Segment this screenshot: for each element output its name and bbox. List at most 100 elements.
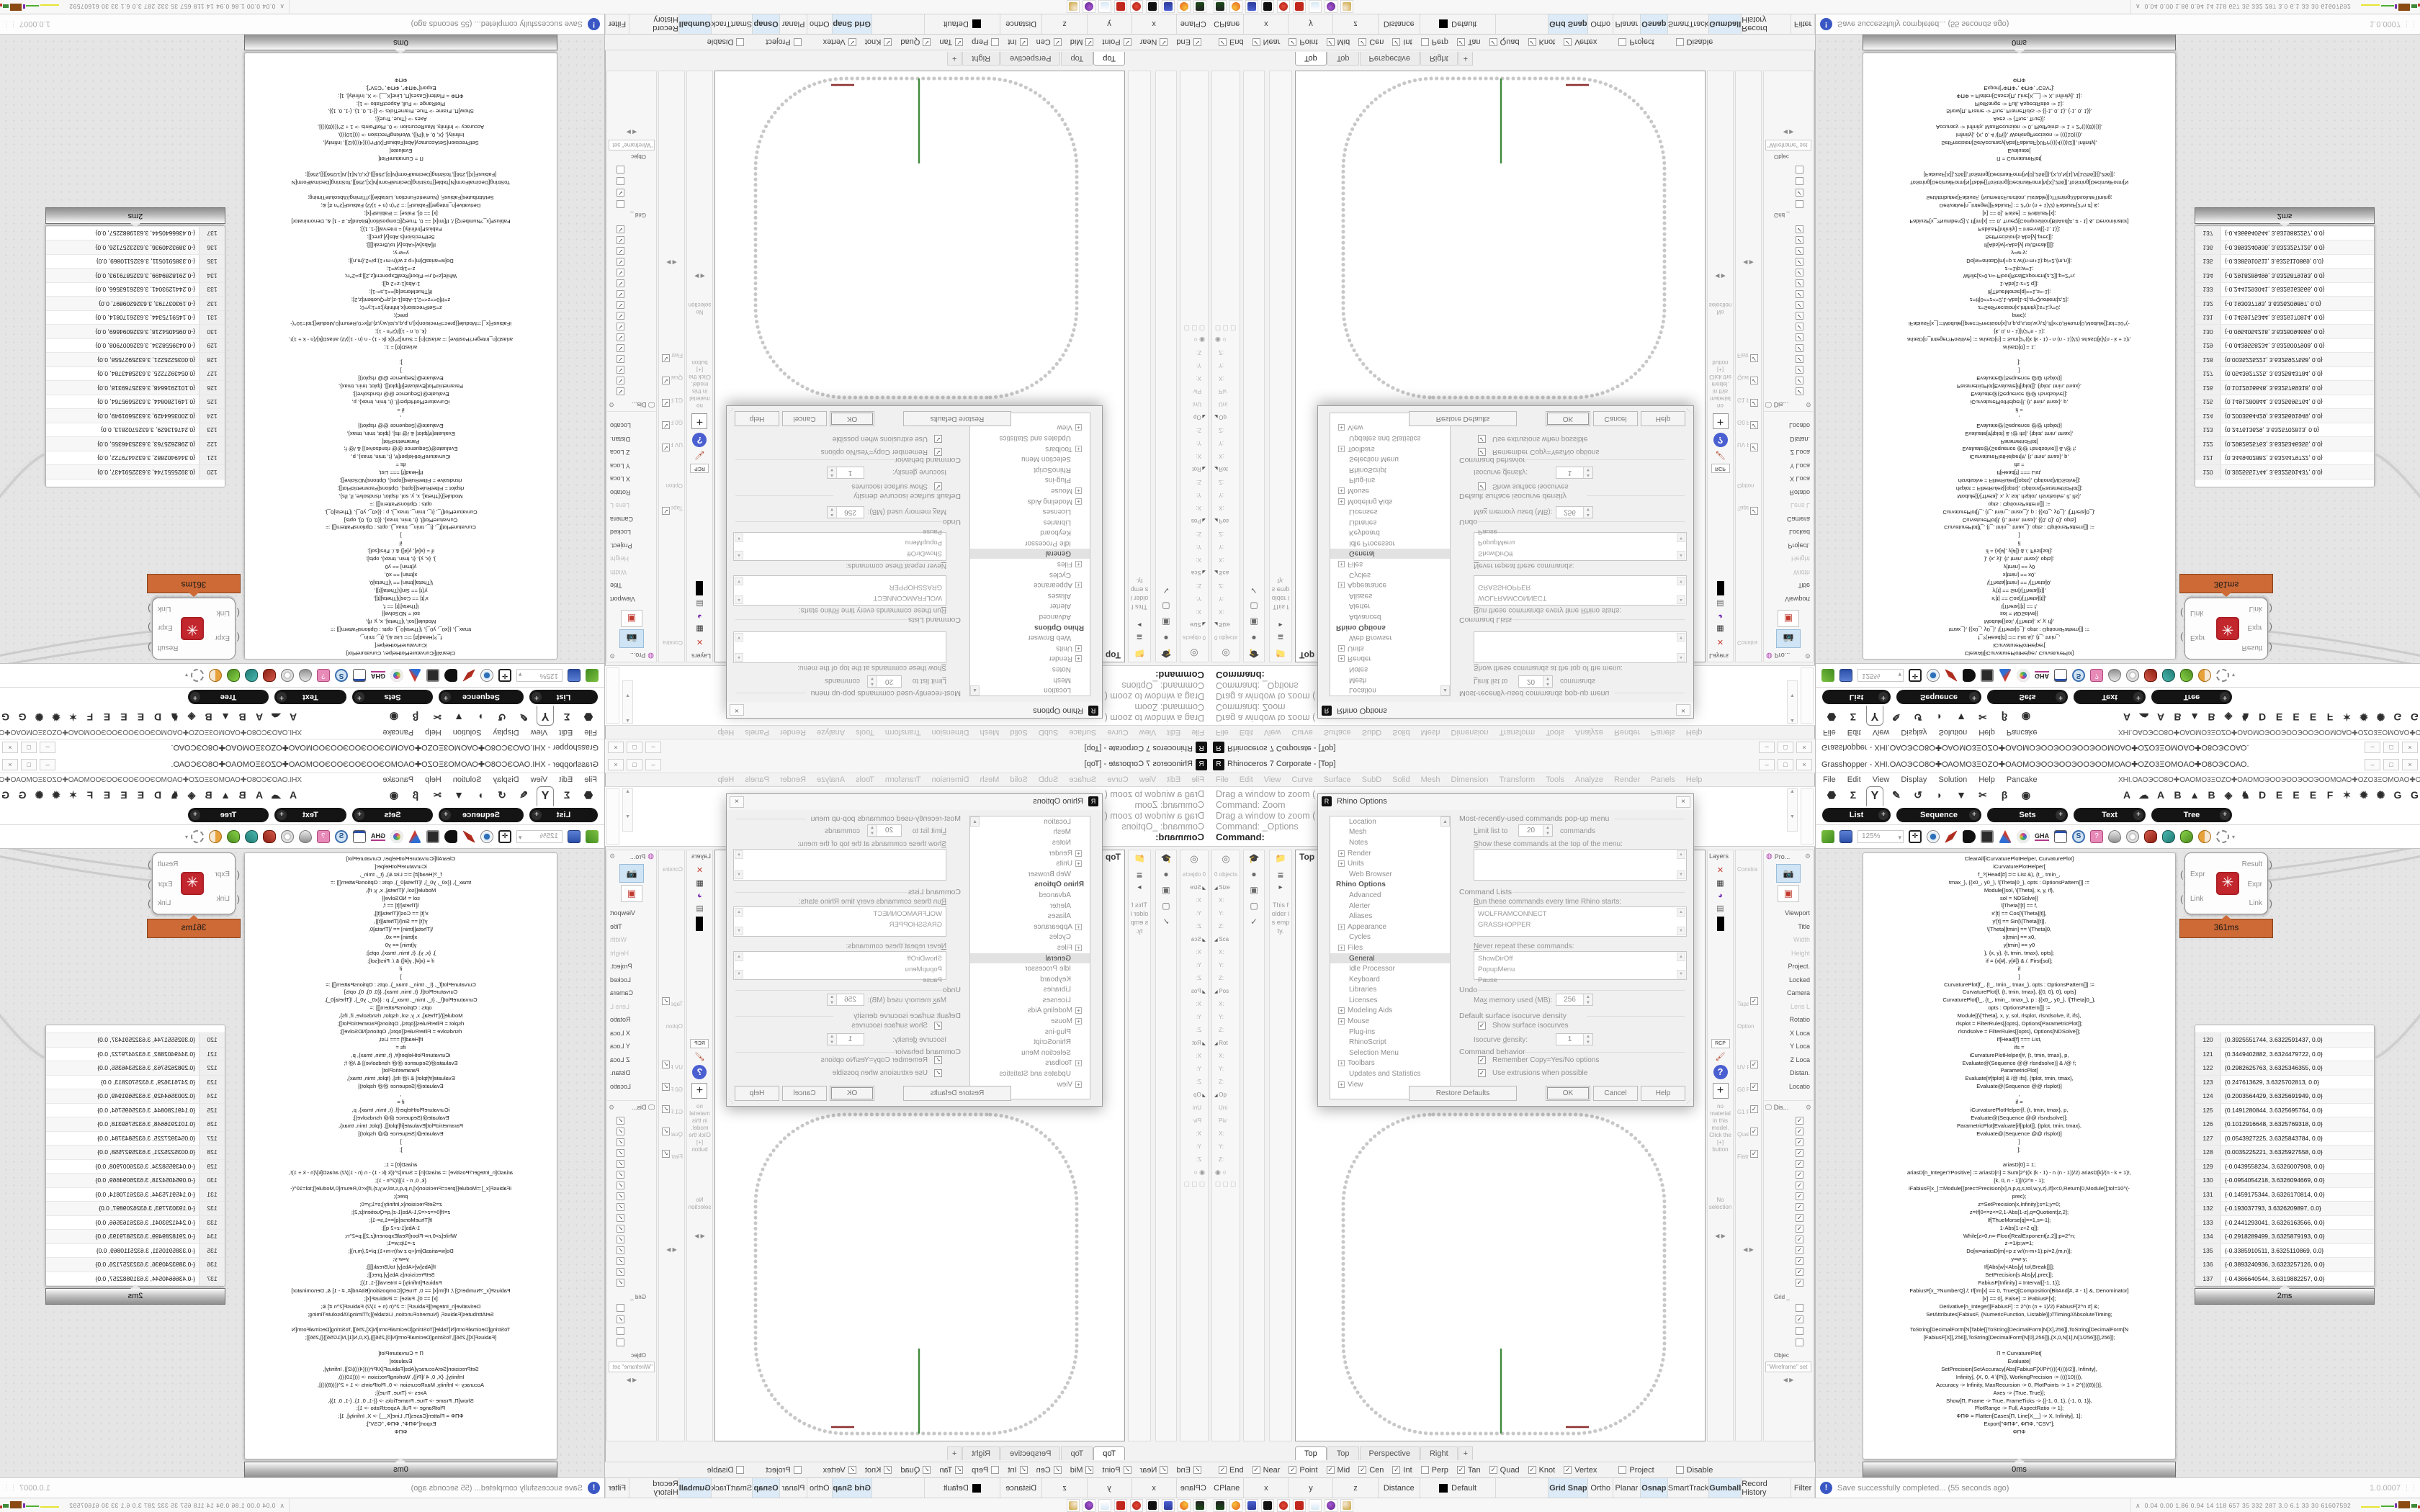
curve-control-points[interactable] (753, 1112, 1079, 1436)
taskbar-icon-red-gear-app[interactable] (1293, 0, 1306, 13)
data-row[interactable]: 120 {0.3925551744, 3.6322591437, 0.0} (2195, 464, 2374, 479)
gh-category-tab[interactable]: E (103, 789, 111, 801)
jelly-green[interactable] (227, 669, 240, 682)
tree-item-rhino-options[interactable]: Rhino Options (1336, 623, 1386, 631)
viewport-tab-right[interactable]: Right (962, 52, 1000, 66)
close-button[interactable]: × (2402, 759, 2418, 770)
status-spacer[interactable] (871, 1478, 924, 1498)
display-checkbox[interactable]: ✓ (617, 1278, 624, 1287)
preview-eye[interactable] (1927, 830, 1940, 843)
rhino-menu-analyze[interactable]: Analyze (816, 728, 846, 737)
rhino-menu-help[interactable]: Help (1685, 775, 1703, 784)
status-osnap[interactable]: Osnap (1640, 14, 1668, 34)
status-osnap[interactable]: Osnap (752, 1478, 780, 1498)
tree-item-selection-menu[interactable]: Selection Menu (1349, 1048, 1399, 1057)
zoom-level-combo[interactable]: 125% (516, 830, 563, 843)
tree-item-mesh[interactable]: Mesh (1349, 675, 1367, 684)
minimize-button[interactable]: – (40, 742, 55, 753)
status-planar[interactable]: Planar (779, 14, 807, 34)
tree-item-keyboard[interactable]: Keyboard (1349, 975, 1380, 984)
tree-scroll-up[interactable]: ▲ (1440, 685, 1450, 696)
output-grip[interactable]: ) (148, 898, 151, 909)
status-cplane[interactable]: CPlane (1210, 1478, 1245, 1498)
tree-item-selection-menu[interactable]: Selection Menu (1021, 455, 1071, 464)
tree-item-libraries[interactable]: Libraries (1043, 986, 1071, 994)
osnap-int[interactable]: ✓ Int (1392, 37, 1412, 47)
search-s[interactable]: S (335, 669, 348, 682)
tree-item-modeling-aids[interactable]: + Modeling Aids (1330, 1006, 1450, 1017)
data-row[interactable]: 122 {0.2982625763, 3.6325346355, 0.0} (2195, 1061, 2374, 1076)
status-default[interactable]: Default (923, 14, 1000, 34)
unknown-box[interactable]: ? (2090, 669, 2103, 682)
tree-item-rhinoscript[interactable]: RhinoScript (1034, 465, 1071, 474)
tree-item-rhino-options[interactable]: Rhino Options (1034, 881, 1084, 889)
osnap-perp[interactable]: Perp (1420, 1466, 1448, 1475)
maximize-button[interactable]: □ (627, 759, 642, 770)
status-x[interactable]: x (1131, 14, 1176, 34)
isocurve-density-spinner[interactable]: 1 ▲ ▼ (1556, 1033, 1593, 1045)
axes-widget[interactable] (1999, 669, 2012, 682)
maximize-button[interactable]: □ (627, 742, 642, 753)
zoom-level-combo[interactable]: 125% (1857, 669, 1904, 682)
status-smarttrack[interactable]: SmartTrack (710, 14, 753, 34)
data-row[interactable]: 132 {-0.193037793, 3.6326209897, 0.0} (2195, 1202, 2374, 1216)
status-grid-snap[interactable]: Grid Snap (831, 1478, 871, 1498)
viewport-tab-+[interactable]: + (1458, 52, 1474, 66)
display-checkbox[interactable]: ✓ (617, 1213, 624, 1222)
gh-category-tab[interactable]: ⬣ (1827, 711, 1837, 723)
maximize-button[interactable]: □ (2383, 759, 2399, 770)
paintbrush-icon[interactable]: 🖌 (694, 451, 705, 459)
rhino-menu-analyze[interactable]: Analyze (816, 775, 846, 784)
cancel-button[interactable]: Cancel (782, 1086, 827, 1101)
bake-gray[interactable] (2108, 830, 2121, 843)
data-row[interactable]: 120 {0.3925551744, 3.6322591437, 0.0} (46, 1033, 225, 1048)
layer-checker-icon[interactable]: ▦ (696, 879, 704, 888)
command-scrollbar[interactable]: ▲ ▼ (1787, 680, 1798, 724)
red-square-button[interactable]: ▣ (621, 885, 642, 902)
tree-item-mouse[interactable]: + Mouse (1330, 1016, 1450, 1027)
data-row[interactable]: 124 {0.2003564429, 3.6325691949, 0.0} (46, 1089, 225, 1104)
taskbar-icon-red-gear-app[interactable] (1114, 0, 1127, 13)
zoom-extents[interactable]: ✛ (498, 830, 511, 843)
gh-group-list[interactable]: List + (529, 808, 598, 822)
display-checkbox[interactable]: ✓ (1796, 236, 1803, 245)
tree-item-general[interactable]: General (970, 548, 1090, 559)
data-row[interactable]: 132 {-0.193037793, 3.6326209897, 0.0} (2195, 296, 2374, 310)
isocurve-density-spinner[interactable]: 1 ▲ ▼ (827, 467, 864, 479)
zoom-level-combo[interactable]: 125% (516, 669, 563, 682)
undo-memory-spinner[interactable]: 256 ▲ ▼ (1556, 506, 1593, 518)
osnap-near[interactable]: ✓ Near (1139, 37, 1168, 47)
tree-item-units[interactable]: + Units (970, 643, 1090, 654)
data-row[interactable]: 124 {0.2003564429, 3.6325691949, 0.0} (2195, 408, 2374, 423)
data-row[interactable]: 133 {-0.2441293041, 3.6326163566, 0.0} (2195, 1215, 2374, 1230)
taskbar-icon-grasshopper-app[interactable] (1083, 0, 1095, 13)
swatch-box[interactable]: ▢ (1162, 601, 1170, 611)
gh-group-sequence[interactable]: Sequence + (1896, 808, 1981, 822)
dialog-resize-grip[interactable]: ⋰ (1686, 408, 1692, 414)
gh-category-tab[interactable]: Y (1866, 706, 1883, 726)
red-square-button[interactable]: ▣ (1778, 885, 1799, 902)
never-repeat-textarea[interactable]: ShowDirOff PopupMenu Pause ▲ ▼ (1474, 951, 1687, 984)
data-row[interactable]: 133 {-0.2441293041, 3.6326163566, 0.0} (2195, 282, 2374, 297)
minimize-button[interactable]: – (1759, 759, 1775, 770)
rhino-menu-surface[interactable]: Surface (1069, 728, 1097, 737)
tree-item-rhinoscript[interactable]: RhinoScript (1349, 465, 1386, 474)
gh-resize-grip[interactable]: ⋮⋮ (2403, 21, 2418, 28)
gh-category-tab[interactable]: G (2411, 789, 2419, 801)
snapshot-icon[interactable]: 🎓 (1160, 853, 1172, 863)
rhino-menu-view[interactable]: View (1263, 728, 1281, 737)
viewport-tab-+[interactable]: + (946, 52, 962, 66)
rhino-menu-help[interactable]: Help (717, 775, 735, 784)
gh-menu-help[interactable]: Help (425, 728, 442, 737)
grid-checkbox[interactable]: ✓ (617, 189, 624, 197)
tree-item-mesh[interactable]: Mesh (1349, 828, 1367, 837)
gear-icon[interactable]: ⚙ (1804, 852, 1811, 860)
osnap-perp[interactable]: Perp (972, 1466, 1000, 1475)
mathematica-component[interactable]: ( ( Expr Link ✳ Result Expr Link ) ) ) (148, 852, 240, 914)
gh-menu-pancake[interactable]: Pancake (382, 775, 414, 784)
osnap-disable[interactable]: Disable (1675, 1466, 1713, 1475)
rhino-menu-mesh[interactable]: Mesh (980, 775, 1000, 784)
maximize-button[interactable]: □ (21, 759, 37, 770)
